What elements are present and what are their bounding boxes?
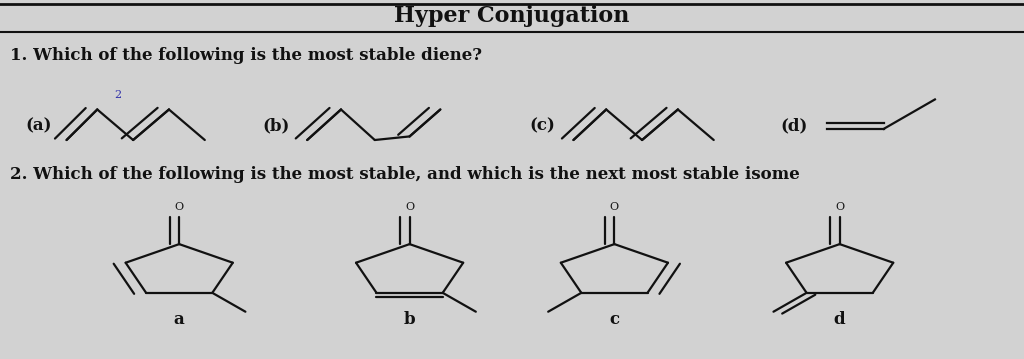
Text: (d): (d) (780, 118, 807, 135)
Text: b: b (403, 311, 416, 328)
Text: 1. Which of the following is the most stable diene?: 1. Which of the following is the most st… (10, 47, 482, 64)
Text: O: O (836, 202, 844, 212)
Text: (c): (c) (529, 118, 556, 135)
Text: d: d (834, 311, 846, 328)
Text: (a): (a) (26, 118, 52, 135)
Text: a: a (174, 311, 184, 328)
Text: (b): (b) (263, 118, 290, 135)
Text: Hyper Conjugation: Hyper Conjugation (394, 5, 630, 27)
Text: O: O (610, 202, 618, 212)
Text: O: O (175, 202, 183, 212)
Text: O: O (406, 202, 414, 212)
Text: c: c (609, 311, 620, 328)
Text: 2. Which of the following is the most stable, and which is the next most stable : 2. Which of the following is the most st… (10, 165, 800, 183)
Text: 2: 2 (115, 90, 121, 100)
